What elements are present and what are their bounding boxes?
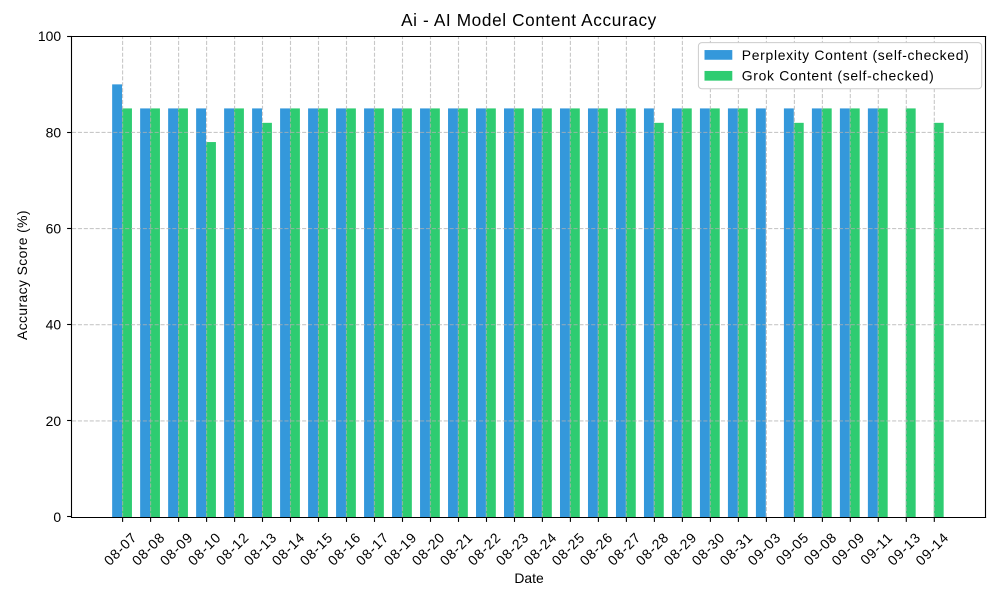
svg-text:20: 20	[46, 413, 62, 429]
svg-text:100: 100	[38, 28, 61, 44]
svg-text:60: 60	[46, 221, 62, 237]
svg-text:Ai - AI Model Content Accuracy: Ai - AI Model Content Accuracy	[401, 10, 657, 30]
svg-text:Perplexity Content (self-check: Perplexity Content (self-checked)	[742, 47, 970, 63]
svg-text:80: 80	[46, 124, 62, 140]
svg-text:Grok Content (self-checked): Grok Content (self-checked)	[742, 68, 935, 84]
svg-text:40: 40	[46, 317, 62, 333]
svg-text:0: 0	[53, 509, 61, 525]
svg-text:Date: Date	[514, 570, 544, 586]
svg-text:Accuracy Score (%): Accuracy Score (%)	[14, 210, 30, 340]
